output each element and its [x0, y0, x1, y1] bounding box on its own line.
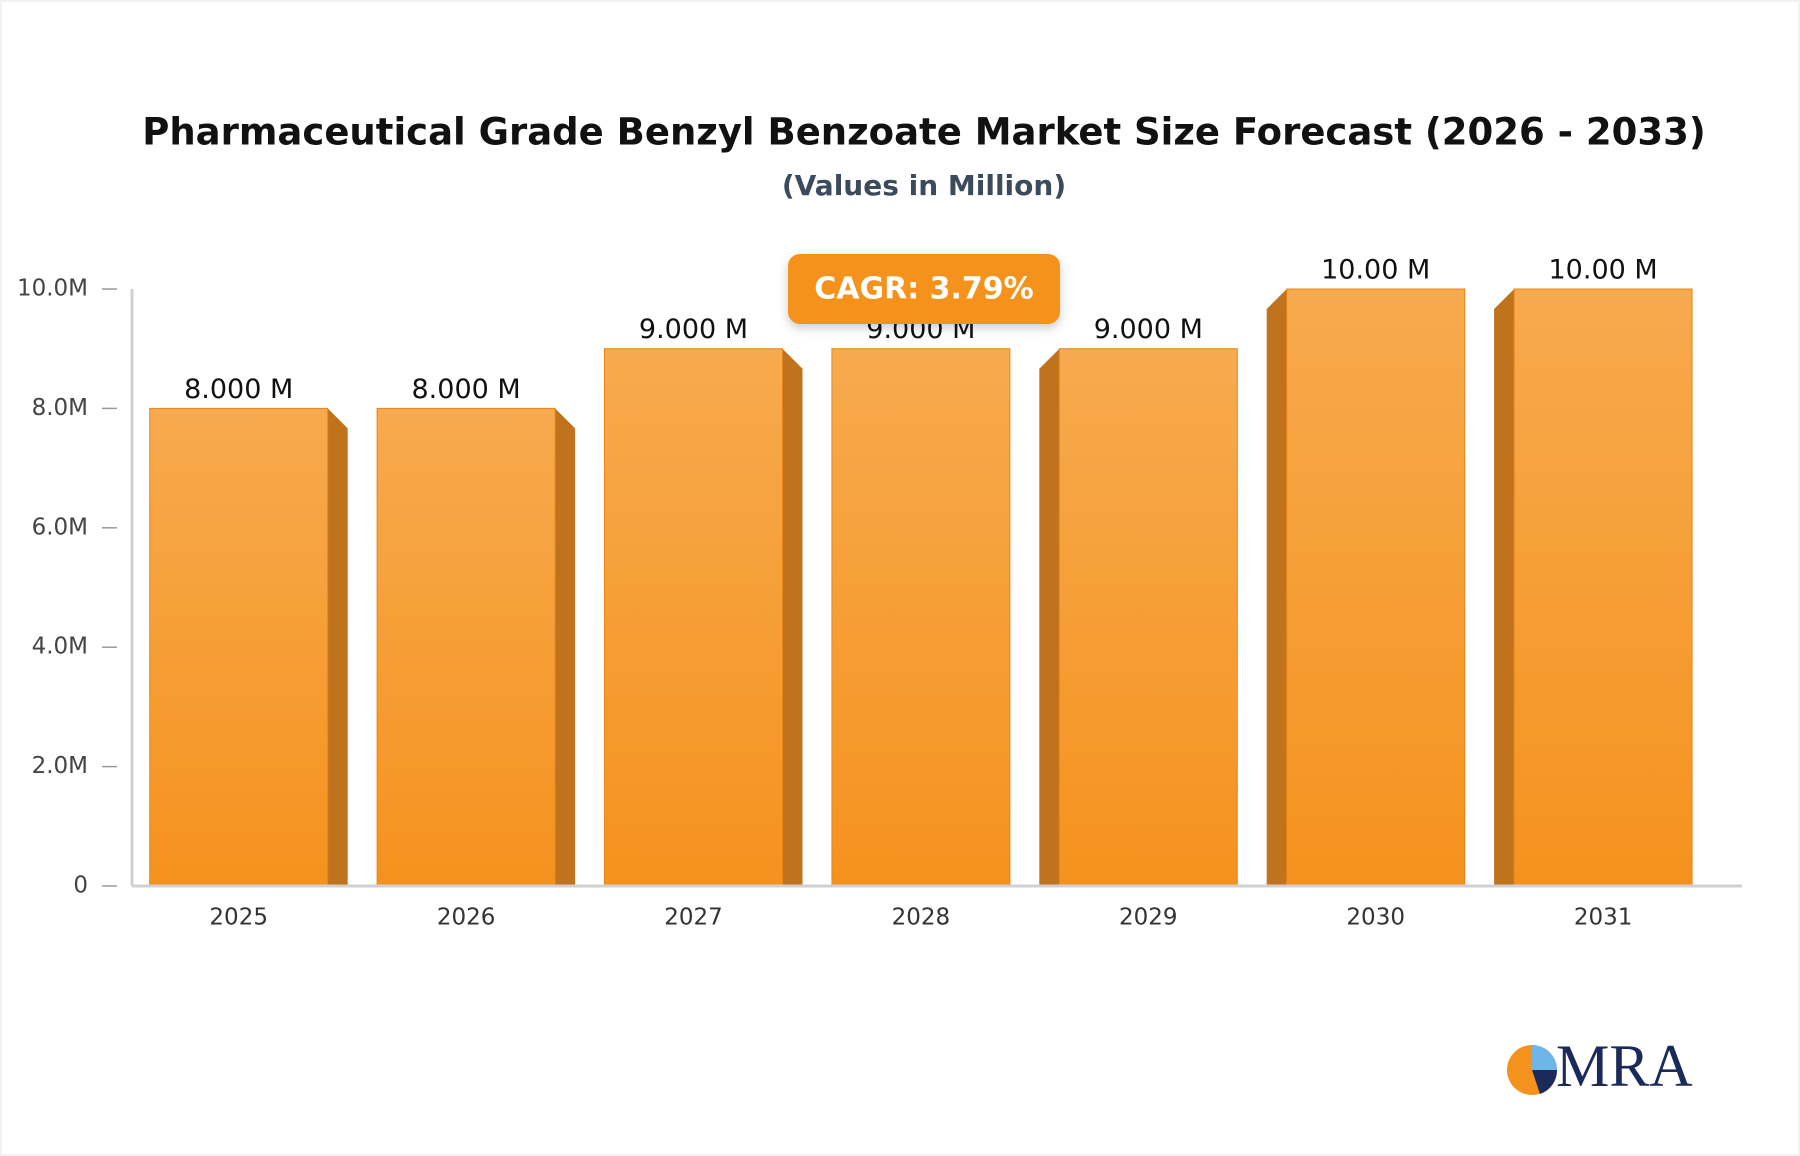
- bar: [604, 348, 783, 887]
- y-tick-label: 6.0M: [32, 514, 88, 540]
- logo-text: MRA: [1556, 1033, 1693, 1099]
- logo: MRA: [1507, 1033, 1693, 1099]
- bar-side: [782, 348, 803, 886]
- x-tick-label: 2028: [892, 905, 951, 931]
- y-tick-label: 8.0M: [32, 395, 88, 421]
- x-tick-label: 2030: [1346, 905, 1405, 931]
- data-label: 8.000 M: [184, 374, 293, 405]
- x-tick-label: 2027: [664, 905, 723, 931]
- logo-icon-slice: [1532, 1070, 1558, 1094]
- data-label: 10.00 M: [1321, 255, 1430, 286]
- data-label: 10.00 M: [1549, 255, 1658, 286]
- bar: [376, 407, 556, 887]
- data-label: 9.000 M: [639, 314, 748, 345]
- y-tick-label: 0: [73, 873, 88, 899]
- x-tick-label: 2025: [209, 905, 268, 931]
- x-tick-label: 2031: [1574, 905, 1633, 931]
- plot: 0 2.0M 4.0M 6.0M 8.0M 10.0M 2025 8.000 M 2026 8.0…: [17, 255, 1742, 931]
- bar: [149, 407, 329, 887]
- bar-side: [1266, 289, 1287, 886]
- chart-subtitle: (Values in Million): [782, 169, 1066, 202]
- y-tick-label: 2.0M: [32, 753, 88, 779]
- x-tick-label: 2029: [1119, 905, 1178, 931]
- x-tick-label: 2026: [437, 905, 496, 931]
- y-tick-label: 4.0M: [32, 634, 88, 660]
- annotation-box: [788, 254, 1060, 324]
- annotation: CAGR: 3.79%: [814, 272, 1033, 307]
- logo-icon-slice: [1532, 1045, 1557, 1070]
- data-label: 9.000 M: [1094, 314, 1203, 345]
- bar: [1286, 288, 1466, 887]
- data-label: 8.000 M: [412, 374, 521, 405]
- y-tick-label: 10.0M: [17, 276, 88, 302]
- chart-title: Pharmaceutical Grade Benzyl Benzoate Mar…: [142, 111, 1706, 154]
- bar-side: [327, 408, 348, 886]
- bar: [1513, 288, 1693, 887]
- bar: [1058, 348, 1238, 887]
- bar-side: [1039, 348, 1060, 886]
- bar-side: [1494, 289, 1515, 886]
- bar-side: [555, 408, 576, 886]
- annotation-bg: [788, 254, 1060, 324]
- bar: [831, 348, 1011, 887]
